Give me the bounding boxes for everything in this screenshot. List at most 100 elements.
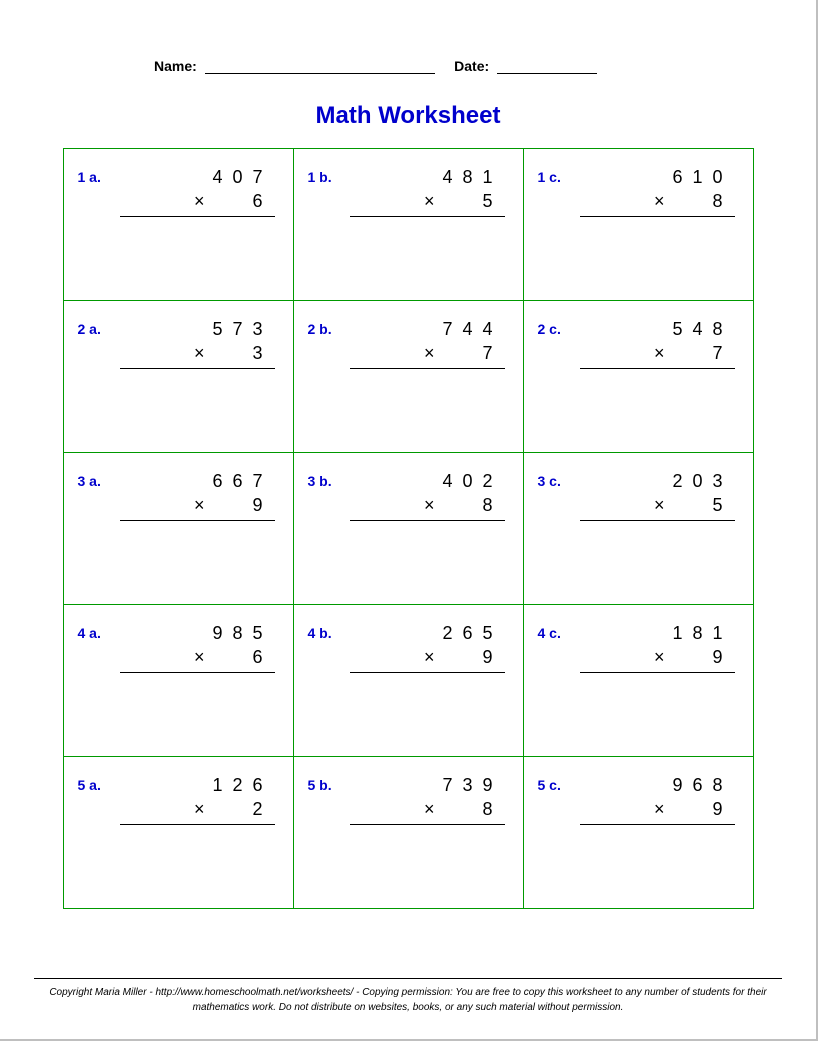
times-icon: × <box>654 645 665 669</box>
multiplicand: 985 <box>120 621 275 645</box>
multiplier: 2 <box>252 799 272 819</box>
multiplication-problem: 4 b.265×9 <box>308 621 505 673</box>
multiplier-row: ×8 <box>580 189 735 216</box>
multiplier-row: ×7 <box>580 341 735 368</box>
times-icon: × <box>654 341 665 365</box>
multiplier-row: ×2 <box>120 797 275 824</box>
multiplication-problem: 2 a.573×3 <box>78 317 275 369</box>
problem-math: 985×6 <box>120 621 275 673</box>
times-icon: × <box>424 493 435 517</box>
problem-cell: 4 a.985×6 <box>63 605 293 757</box>
multiplicand: 744 <box>350 317 505 341</box>
problem-label: 4 c. <box>538 621 580 641</box>
problem-cell: 2 c.548×7 <box>523 301 753 453</box>
multiplier-row: ×8 <box>350 797 505 824</box>
problem-cell: 5 b.739×8 <box>293 757 523 909</box>
multiplicand: 573 <box>120 317 275 341</box>
problem-label: 4 a. <box>78 621 120 641</box>
times-icon: × <box>654 493 665 517</box>
page-title: Math Worksheet <box>34 102 782 130</box>
multiplicand: 402 <box>350 469 505 493</box>
multiplier: 7 <box>482 343 502 363</box>
multiplication-problem: 3 b.402×8 <box>308 469 505 521</box>
worksheet-page: Name: Date: Math Worksheet 1 a.407×61 b.… <box>0 0 818 1041</box>
multiplier: 5 <box>482 191 502 211</box>
multiplier: 7 <box>712 343 732 363</box>
multiplicand: 265 <box>350 621 505 645</box>
problem-cell: 3 b.402×8 <box>293 453 523 605</box>
problem-cell: 2 a.573×3 <box>63 301 293 453</box>
multiplication-problem: 1 c.610×8 <box>538 165 735 217</box>
problem-cell: 1 a.407× 6 <box>63 149 293 301</box>
problem-label: 3 c. <box>538 469 580 489</box>
problem-label: 1 c. <box>538 165 580 185</box>
problem-label: 2 a. <box>78 317 120 337</box>
times-icon: × <box>194 341 205 365</box>
problem-math: 739×8 <box>350 773 505 825</box>
multiplicand: 407 <box>120 165 275 189</box>
multiplicand: 968 <box>580 773 735 797</box>
problem-math: 407× 6 <box>120 165 275 217</box>
problem-math: 402×8 <box>350 469 505 521</box>
problem-cell: 5 c.968×9 <box>523 757 753 909</box>
multiplier: 8 <box>482 799 502 819</box>
problem-math: 548×7 <box>580 317 735 369</box>
multiplication-problem: 2 b.744×7 <box>308 317 505 369</box>
problem-cell: 5 a.126×2 <box>63 757 293 909</box>
multiplier-row: ×9 <box>580 645 735 672</box>
problem-math: 667×9 <box>120 469 275 521</box>
header-fields: Name: Date: <box>154 58 782 74</box>
multiplier-row: ×9 <box>120 493 275 520</box>
times-icon: × <box>194 797 205 821</box>
problem-cell: 1 c.610×8 <box>523 149 753 301</box>
multiplicand: 481 <box>350 165 505 189</box>
times-icon: × <box>194 645 205 669</box>
copyright-footer: Copyright Maria Miller - http://www.home… <box>34 978 782 1015</box>
problem-label: 1 a. <box>78 165 120 185</box>
multiplication-problem: 4 a.985×6 <box>78 621 275 673</box>
problem-cell: 4 b.265×9 <box>293 605 523 757</box>
multiplier-row: ×8 <box>350 493 505 520</box>
times-icon: × <box>654 189 665 213</box>
multiplier-row: ×6 <box>120 645 275 672</box>
name-blank[interactable] <box>205 73 435 74</box>
times-icon: × <box>194 493 205 517</box>
problem-cell: 2 b.744×7 <box>293 301 523 453</box>
problem-label: 3 b. <box>308 469 350 489</box>
multiplicand: 181 <box>580 621 735 645</box>
problem-math: 610×8 <box>580 165 735 217</box>
multiplicand: 548 <box>580 317 735 341</box>
multiplication-problem: 2 c.548×7 <box>538 317 735 369</box>
multiplier: 6 <box>252 191 272 211</box>
times-icon: × <box>654 797 665 821</box>
problem-label: 2 b. <box>308 317 350 337</box>
multiplication-problem: 3 c.203× 5 <box>538 469 735 521</box>
multiplicand: 667 <box>120 469 275 493</box>
multiplier: 9 <box>252 495 272 515</box>
times-icon: × <box>194 189 205 213</box>
multiplicand: 739 <box>350 773 505 797</box>
multiplicand: 203 <box>580 469 735 493</box>
problem-label: 5 b. <box>308 773 350 793</box>
multiplier: 8 <box>712 191 732 211</box>
multiplier-row: ×9 <box>350 645 505 672</box>
multiplier-row: ×9 <box>580 797 735 824</box>
problem-cell: 3 a.667×9 <box>63 453 293 605</box>
times-icon: × <box>424 341 435 365</box>
problem-math: 744×7 <box>350 317 505 369</box>
multiplication-problem: 3 a.667×9 <box>78 469 275 521</box>
problem-math: 573×3 <box>120 317 275 369</box>
times-icon: × <box>424 645 435 669</box>
problem-cell: 1 b.481×5 <box>293 149 523 301</box>
problem-label: 3 a. <box>78 469 120 489</box>
problem-math: 265×9 <box>350 621 505 673</box>
multiplier: 9 <box>712 799 732 819</box>
multiplication-problem: 5 b.739×8 <box>308 773 505 825</box>
date-blank[interactable] <box>497 73 597 74</box>
multiplier: 5 <box>712 495 732 515</box>
multiplication-problem: 5 a.126×2 <box>78 773 275 825</box>
multiplier-row: ×7 <box>350 341 505 368</box>
problem-grid: 1 a.407×61 b.481×51 c.610×82 a.573×32 b.… <box>63 148 754 909</box>
problem-cell: 3 c.203× 5 <box>523 453 753 605</box>
times-icon: × <box>424 189 435 213</box>
